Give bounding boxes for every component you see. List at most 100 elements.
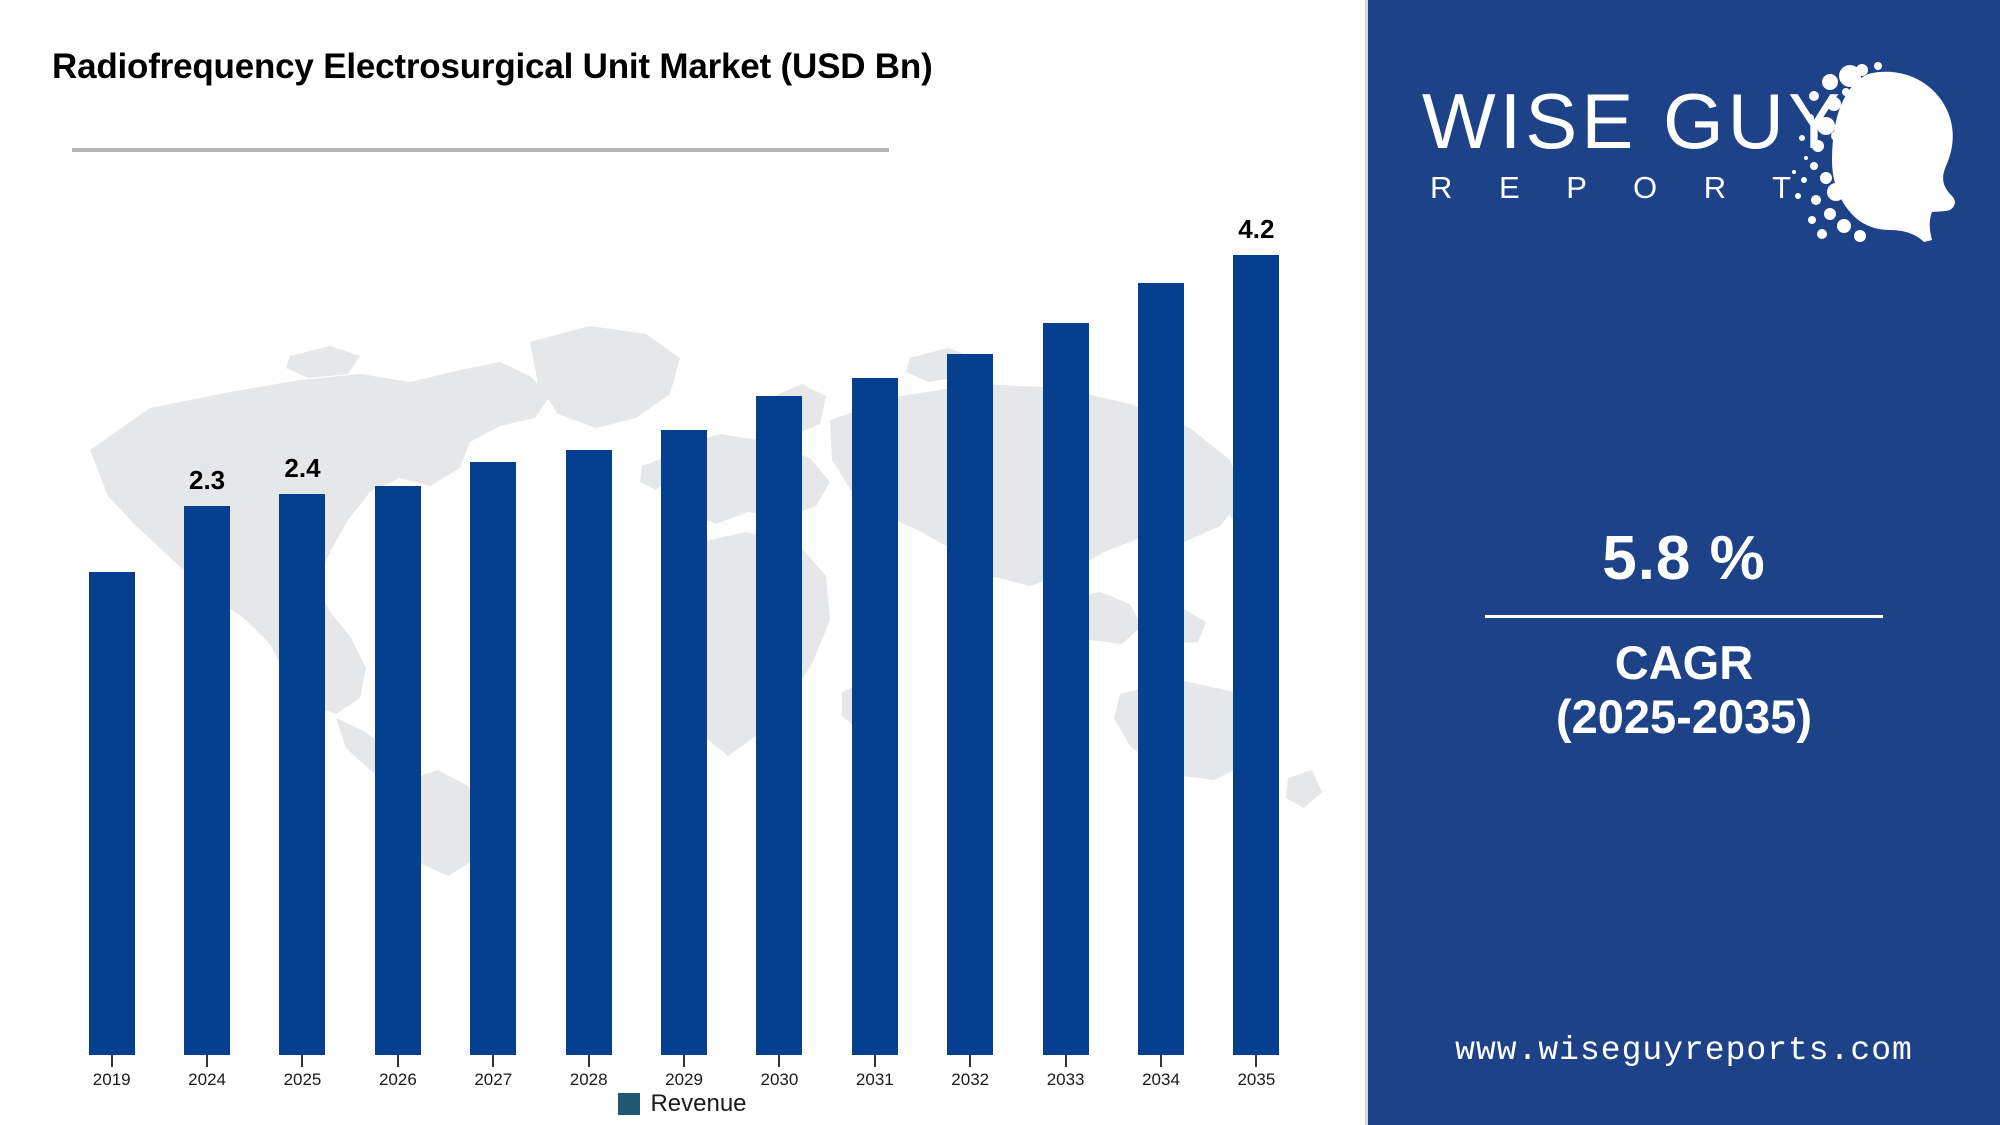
axis-tick: [969, 1055, 972, 1067]
axis-tick: [1255, 1055, 1258, 1067]
axis-tick: [778, 1055, 781, 1067]
tick-slot: [541, 1055, 636, 1067]
legend-label-revenue: Revenue: [650, 1090, 747, 1117]
xlabel-slot: 2035: [1209, 1070, 1304, 1090]
bar-slot: [827, 250, 922, 1055]
axis-tick: [1064, 1055, 1067, 1067]
bar-slot: [1018, 250, 1113, 1055]
logo-composition: WISE GUY R E P O R T S: [1404, 61, 1964, 243]
axis-tick: [873, 1055, 876, 1067]
xlabel-slot: 2033: [1018, 1070, 1113, 1090]
bar[interactable]: [565, 450, 612, 1055]
plot-area: 2.3 2.4: [60, 214, 1308, 1055]
bar[interactable]: [88, 572, 135, 1055]
x-axis-tick-label: 2029: [665, 1070, 703, 1089]
bar-slot: [64, 250, 159, 1055]
x-axis-tick-label: 2030: [760, 1070, 799, 1089]
cagr-block: 5.8 % CAGR (2025-2035): [1368, 524, 2000, 744]
title-divider: [72, 148, 889, 152]
logo-wordmark: WISE GUY: [1422, 76, 1845, 165]
xlabel-slot: 2029: [636, 1070, 731, 1090]
xlabel-slot: 2030: [732, 1070, 827, 1090]
axis-tick: [1159, 1055, 1162, 1067]
cagr-divider: [1485, 615, 1883, 619]
x-axis-tick-label: 2024: [188, 1070, 226, 1089]
bar[interactable]: [1042, 323, 1089, 1055]
bar-slot: [541, 250, 636, 1055]
website-url[interactable]: www.wiseguyreports.com: [1455, 1032, 1913, 1069]
bar[interactable]: [661, 430, 708, 1055]
bar[interactable]: [184, 506, 231, 1055]
x-axis-tick-label: 2028: [569, 1070, 608, 1089]
bar[interactable]: [279, 494, 326, 1055]
xlabel-slot: 2026: [350, 1070, 445, 1090]
xlabel-slot: 2032: [923, 1070, 1018, 1090]
tick-slot: [1209, 1055, 1304, 1067]
xlabel-slot: 2019: [64, 1070, 159, 1090]
bar[interactable]: [1233, 255, 1280, 1055]
bar[interactable]: [470, 462, 517, 1055]
x-axis-tick-label: 2019: [92, 1070, 131, 1089]
xlabel-slot: 2027: [446, 1070, 541, 1090]
xlabel-slot: 2034: [1113, 1070, 1208, 1090]
x-axis-ticks: [60, 1055, 1308, 1067]
x-axis-tick-label: 2025: [283, 1070, 322, 1089]
brand-panel: WISE GUY R E P O R T S: [1368, 0, 2000, 1125]
tick-slot: [1018, 1055, 1113, 1067]
bar-slot: [446, 250, 541, 1055]
bar-slot: 4.2: [1209, 214, 1304, 1055]
tick-slot: [732, 1055, 827, 1067]
logo-subtitle: R E P O R T S: [1430, 169, 1877, 205]
bar-series: 2.3 2.4: [60, 214, 1308, 1055]
legend-swatch-revenue: [618, 1093, 641, 1115]
tick-slot: [159, 1055, 254, 1067]
xlabel-slot: 2024: [159, 1070, 254, 1090]
bar-slot: 2.3: [159, 250, 254, 1055]
x-axis-tick-label: 2031: [855, 1070, 894, 1089]
tick-slot: [350, 1055, 445, 1067]
bar-slot: [923, 250, 1018, 1055]
chart-legend[interactable]: Revenue: [0, 1090, 1365, 1118]
axis-tick: [301, 1055, 304, 1067]
dotted-head-icon: [1718, 61, 1968, 247]
bar-value-label: 4.2: [1238, 214, 1275, 244]
bar-slot: [350, 250, 445, 1055]
x-axis-tick-label: 2027: [474, 1070, 513, 1089]
axis-tick: [110, 1055, 113, 1067]
bar-slot: 2.4: [255, 250, 350, 1055]
cagr-value: 5.8 %: [1602, 524, 1766, 593]
x-axis-tick-label: 2033: [1046, 1070, 1085, 1089]
x-axis-tick-label: 2026: [378, 1070, 417, 1089]
bar-value-label: 2.3: [189, 465, 226, 495]
bar-value-label: 2.4: [284, 453, 321, 483]
axis-tick: [206, 1055, 209, 1067]
bar[interactable]: [947, 354, 994, 1055]
cagr-caption-line1: CAGR: [1614, 636, 1754, 690]
tick-slot: [636, 1055, 731, 1067]
axis-tick: [683, 1055, 686, 1067]
xlabel-slot: 2031: [827, 1070, 922, 1090]
tick-slot: [923, 1055, 1018, 1067]
brand-logo: WISE GUY R E P O R T S: [1368, 60, 2000, 250]
tick-slot: [1113, 1055, 1208, 1067]
tick-slot: [64, 1055, 159, 1067]
bar[interactable]: [1137, 283, 1184, 1055]
x-axis-tick-label: 2032: [951, 1070, 990, 1089]
bar-slot: [732, 250, 827, 1055]
axis-tick: [492, 1055, 495, 1067]
bar[interactable]: [374, 486, 421, 1055]
xlabel-slot: 2025: [255, 1070, 350, 1090]
cagr-caption-line2: (2025-2035): [1555, 690, 1813, 744]
bar[interactable]: [851, 378, 898, 1055]
chart-panel: Radiofrequency Electrosurgical Unit Mark…: [0, 0, 1368, 1125]
x-axis-labels: 2019 2024 2025 2026 2027 2028 2029 2030 …: [60, 1070, 1308, 1090]
tick-slot: [446, 1055, 541, 1067]
tick-slot: [827, 1055, 922, 1067]
x-axis-tick-label: 2035: [1237, 1070, 1276, 1089]
xlabel-slot: 2028: [541, 1070, 636, 1090]
tick-slot: [255, 1055, 350, 1067]
bar[interactable]: [756, 396, 803, 1055]
axis-tick: [587, 1055, 590, 1067]
x-axis-tick-label: 2034: [1142, 1070, 1180, 1089]
